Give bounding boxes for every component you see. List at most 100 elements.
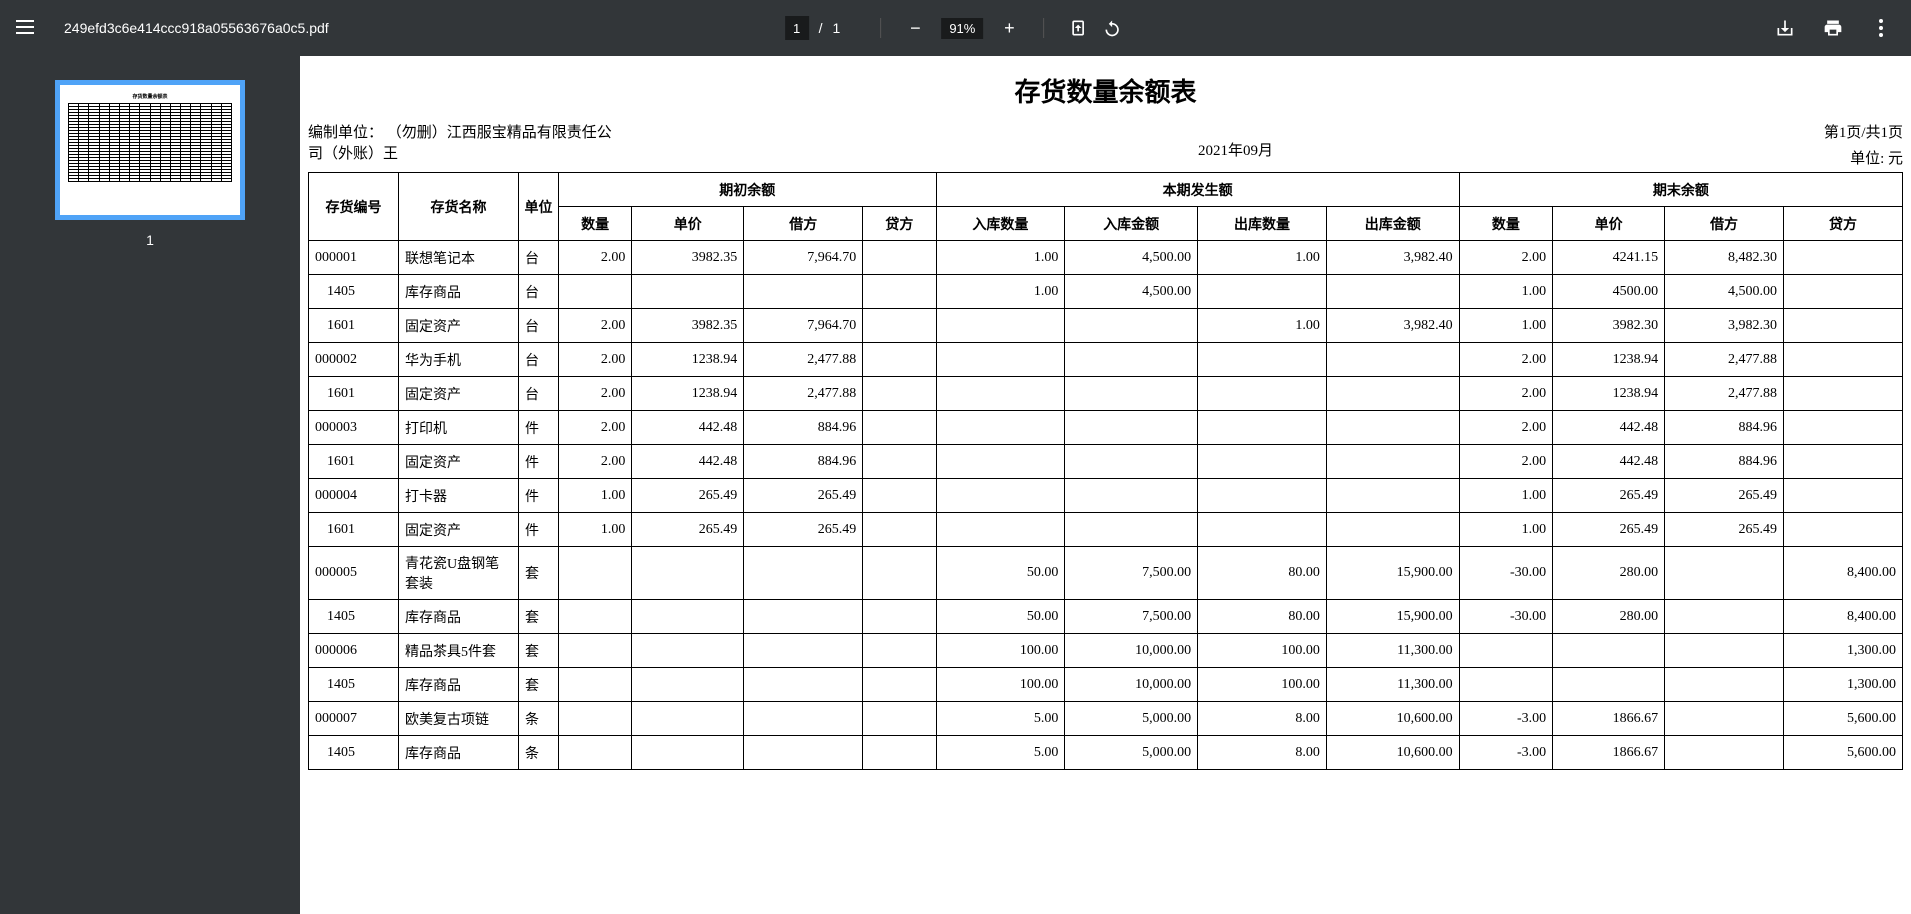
table-cell: 1.00 (1459, 513, 1552, 547)
page-number-input[interactable] (785, 16, 809, 40)
table-cell: 台 (519, 309, 559, 343)
table-row: 1601固定资产件1.00265.49265.491.00265.49265.4… (309, 513, 1903, 547)
table-cell: 000006 (309, 634, 399, 668)
table-row: 1405库存商品套50.007,500.0080.0015,900.00-30.… (309, 600, 1903, 634)
table-cell (936, 343, 1065, 377)
table-cell: 固定资产 (399, 445, 519, 479)
th-code: 存货编号 (309, 173, 399, 241)
table-cell (632, 736, 744, 770)
table-cell: 000002 (309, 343, 399, 377)
table-cell: 青花瓷U盘钢笔套装 (399, 547, 519, 600)
table-cell: 265.49 (632, 479, 744, 513)
table-cell: 2,477.88 (1665, 377, 1784, 411)
table-cell: 50.00 (936, 547, 1065, 600)
zoom-out-button[interactable]: − (901, 14, 929, 42)
table-cell: 件 (519, 445, 559, 479)
period-label: 2021年09月 (728, 121, 1743, 163)
table-cell: 11,300.00 (1326, 668, 1459, 702)
table-cell: 打卡器 (399, 479, 519, 513)
table-cell: 50.00 (936, 600, 1065, 634)
table-cell: 2,477.88 (744, 377, 863, 411)
table-cell: 2.00 (559, 309, 632, 343)
table-cell (559, 547, 632, 600)
table-cell (863, 411, 936, 445)
page-separator: / (819, 20, 823, 36)
th-open-debit: 借方 (744, 207, 863, 241)
th-group-opening: 期初余额 (559, 173, 937, 207)
table-cell: 1.00 (1198, 241, 1327, 275)
table-cell (1784, 411, 1903, 445)
table-cell: 精品茶具5件套 (399, 634, 519, 668)
table-cell (559, 702, 632, 736)
table-cell (1326, 513, 1459, 547)
rotate-button[interactable] (1098, 14, 1126, 42)
table-cell: 2,477.88 (744, 343, 863, 377)
table-cell: 2.00 (559, 411, 632, 445)
divider (1043, 18, 1044, 38)
table-cell (1784, 445, 1903, 479)
table-cell: 1.00 (1198, 309, 1327, 343)
table-cell: 1601 (309, 513, 399, 547)
table-cell: 件 (519, 513, 559, 547)
inventory-table: 存货编号 存货名称 单位 期初余额 本期发生额 期末余额 数量 单价 借方 贷方… (308, 172, 1903, 770)
table-cell: 1238.94 (1553, 377, 1665, 411)
table-cell (632, 275, 744, 309)
table-cell (863, 343, 936, 377)
table-cell (1784, 479, 1903, 513)
table-cell: 2.00 (559, 241, 632, 275)
table-cell (1065, 377, 1198, 411)
table-row: 1601固定资产台2.001238.942,477.882.001238.942… (309, 377, 1903, 411)
page-info: 第1页/共1页 (1743, 121, 1903, 142)
table-cell: 1405 (309, 668, 399, 702)
zoom-in-button[interactable]: + (995, 14, 1023, 42)
table-cell (1065, 343, 1198, 377)
pdf-toolbar: 249efd3c6e414ccc918a05563676a0c5.pdf / 1… (0, 0, 1911, 56)
download-button[interactable] (1771, 14, 1799, 42)
more-button[interactable] (1867, 14, 1895, 42)
table-cell (744, 634, 863, 668)
page-thumbnail[interactable]: 存货数量余额表 (55, 80, 245, 220)
table-cell (936, 377, 1065, 411)
table-cell: 442.48 (1553, 411, 1665, 445)
table-cell (1784, 377, 1903, 411)
page-viewport[interactable]: 存货数量余额表 编制单位： （勿删）江西服宝精品有限责任公 司（外账）王 202… (300, 56, 1911, 914)
table-cell: 80.00 (1198, 547, 1327, 600)
table-cell: 265.49 (1665, 513, 1784, 547)
table-cell: 10,600.00 (1326, 736, 1459, 770)
table-cell: 15,900.00 (1326, 547, 1459, 600)
table-cell: -30.00 (1459, 547, 1552, 600)
table-cell (1553, 668, 1665, 702)
th-group-period: 本期发生额 (936, 173, 1459, 207)
table-cell: 1601 (309, 377, 399, 411)
table-cell: 华为手机 (399, 343, 519, 377)
table-cell: 3,982.30 (1665, 309, 1784, 343)
table-cell (1326, 377, 1459, 411)
menu-icon[interactable] (16, 16, 40, 40)
table-cell (863, 736, 936, 770)
th-close-debit: 借方 (1665, 207, 1784, 241)
table-cell (863, 513, 936, 547)
table-cell: 000003 (309, 411, 399, 445)
table-cell (1784, 309, 1903, 343)
table-cell: 000007 (309, 702, 399, 736)
table-cell: 库存商品 (399, 736, 519, 770)
table-cell (744, 275, 863, 309)
table-cell: 2.00 (559, 377, 632, 411)
table-cell (744, 702, 863, 736)
document-title: 存货数量余额表 (308, 72, 1903, 109)
table-cell: 7,964.70 (744, 241, 863, 275)
fit-page-button[interactable] (1064, 14, 1092, 42)
table-cell: 442.48 (1553, 445, 1665, 479)
table-cell: 3982.35 (632, 309, 744, 343)
pdf-page: 存货数量余额表 编制单位： （勿删）江西服宝精品有限责任公 司（外账）王 202… (300, 56, 1911, 914)
table-row: 000005青花瓷U盘钢笔套装套50.007,500.0080.0015,900… (309, 547, 1903, 600)
table-cell (632, 600, 744, 634)
table-cell (632, 702, 744, 736)
print-button[interactable] (1819, 14, 1847, 42)
table-cell: 8,400.00 (1784, 547, 1903, 600)
th-open-price: 单价 (632, 207, 744, 241)
table-cell (1665, 668, 1784, 702)
table-cell (1665, 547, 1784, 600)
table-cell (1784, 275, 1903, 309)
page-total: 1 (833, 20, 841, 36)
